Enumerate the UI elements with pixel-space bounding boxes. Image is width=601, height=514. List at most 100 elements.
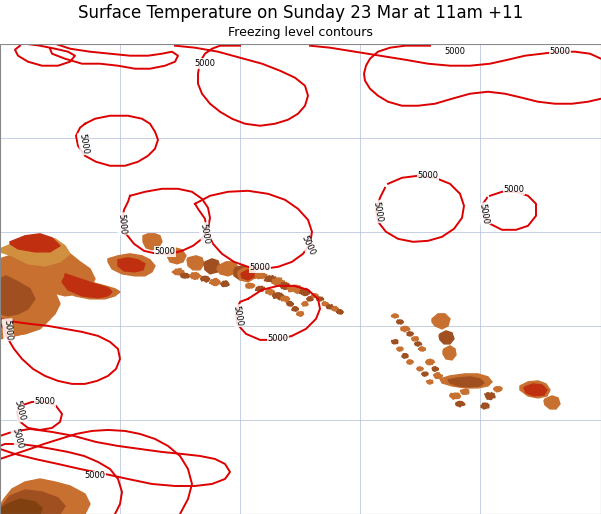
Polygon shape [417, 367, 423, 371]
Polygon shape [287, 285, 304, 293]
Polygon shape [272, 293, 284, 300]
Polygon shape [209, 279, 220, 286]
Text: 5000: 5000 [504, 185, 525, 194]
Text: 5000: 5000 [199, 223, 212, 245]
Polygon shape [296, 311, 304, 316]
Polygon shape [450, 393, 460, 399]
Polygon shape [272, 278, 285, 285]
Polygon shape [221, 281, 229, 287]
Text: Freezing level contours: Freezing level contours [228, 26, 373, 39]
Polygon shape [281, 296, 290, 302]
Text: 5000: 5000 [418, 171, 439, 180]
Polygon shape [397, 320, 403, 324]
Polygon shape [189, 272, 201, 279]
Text: 5000: 5000 [299, 234, 317, 257]
Polygon shape [266, 289, 275, 295]
Polygon shape [326, 304, 334, 309]
Polygon shape [426, 380, 433, 384]
Polygon shape [317, 297, 323, 301]
Text: 5000: 5000 [232, 305, 244, 327]
Polygon shape [426, 359, 435, 365]
Polygon shape [118, 258, 145, 272]
Text: 5000: 5000 [2, 319, 13, 341]
Polygon shape [439, 331, 454, 344]
Polygon shape [493, 387, 502, 392]
Polygon shape [10, 234, 60, 252]
Polygon shape [241, 270, 254, 280]
Polygon shape [524, 384, 547, 396]
Polygon shape [62, 274, 112, 298]
Polygon shape [397, 347, 403, 351]
Text: 5000: 5000 [195, 59, 216, 68]
Polygon shape [0, 269, 60, 514]
Polygon shape [312, 293, 319, 298]
Polygon shape [432, 314, 450, 329]
Polygon shape [392, 340, 398, 344]
Polygon shape [246, 283, 255, 288]
Polygon shape [0, 236, 70, 266]
Text: 5000: 5000 [13, 399, 27, 422]
Polygon shape [391, 314, 398, 318]
Polygon shape [0, 499, 42, 514]
Polygon shape [0, 276, 35, 316]
Text: 5000: 5000 [372, 200, 384, 223]
Polygon shape [167, 248, 186, 264]
Text: 5000: 5000 [85, 471, 106, 481]
Text: 5000: 5000 [249, 263, 270, 272]
Polygon shape [187, 256, 204, 270]
Polygon shape [415, 342, 422, 346]
Text: Surface Temperature on Sunday 23 Mar at 11am +11: Surface Temperature on Sunday 23 Mar at … [78, 4, 523, 22]
Polygon shape [302, 302, 308, 306]
Polygon shape [448, 377, 484, 387]
Polygon shape [433, 373, 442, 378]
Polygon shape [172, 269, 184, 275]
Polygon shape [255, 286, 265, 291]
Polygon shape [143, 234, 162, 250]
Text: 5000: 5000 [445, 47, 466, 56]
Text: 5000: 5000 [154, 247, 175, 256]
Polygon shape [264, 276, 276, 282]
Polygon shape [481, 403, 489, 409]
Polygon shape [204, 259, 220, 274]
Polygon shape [456, 401, 465, 407]
Polygon shape [253, 273, 267, 279]
Text: 5000: 5000 [78, 133, 90, 155]
Polygon shape [412, 337, 419, 341]
Polygon shape [217, 262, 238, 276]
Polygon shape [460, 389, 469, 394]
Polygon shape [181, 273, 189, 278]
Polygon shape [0, 490, 65, 514]
Polygon shape [0, 479, 90, 514]
Polygon shape [407, 360, 413, 364]
Text: 5000: 5000 [11, 428, 25, 450]
Polygon shape [432, 366, 438, 371]
Polygon shape [332, 306, 338, 311]
Polygon shape [443, 346, 456, 360]
Polygon shape [0, 244, 95, 296]
Polygon shape [440, 374, 492, 388]
Polygon shape [299, 288, 310, 296]
Polygon shape [0, 259, 55, 336]
Polygon shape [307, 297, 313, 301]
Text: 5000: 5000 [34, 397, 55, 407]
Text: 5000: 5000 [478, 203, 490, 225]
Polygon shape [287, 301, 294, 306]
Polygon shape [520, 381, 550, 398]
Polygon shape [418, 346, 426, 351]
Polygon shape [402, 354, 408, 358]
Polygon shape [336, 309, 343, 314]
Polygon shape [234, 266, 250, 280]
Polygon shape [544, 396, 560, 409]
Polygon shape [422, 372, 428, 376]
Polygon shape [201, 277, 210, 282]
Polygon shape [292, 307, 299, 311]
Polygon shape [401, 326, 410, 332]
Polygon shape [108, 254, 155, 276]
Polygon shape [238, 268, 256, 282]
Text: 5000: 5000 [549, 47, 570, 56]
Polygon shape [322, 302, 329, 306]
Polygon shape [407, 332, 413, 336]
Polygon shape [484, 393, 495, 399]
Text: 5000: 5000 [267, 335, 288, 343]
Polygon shape [279, 282, 291, 289]
